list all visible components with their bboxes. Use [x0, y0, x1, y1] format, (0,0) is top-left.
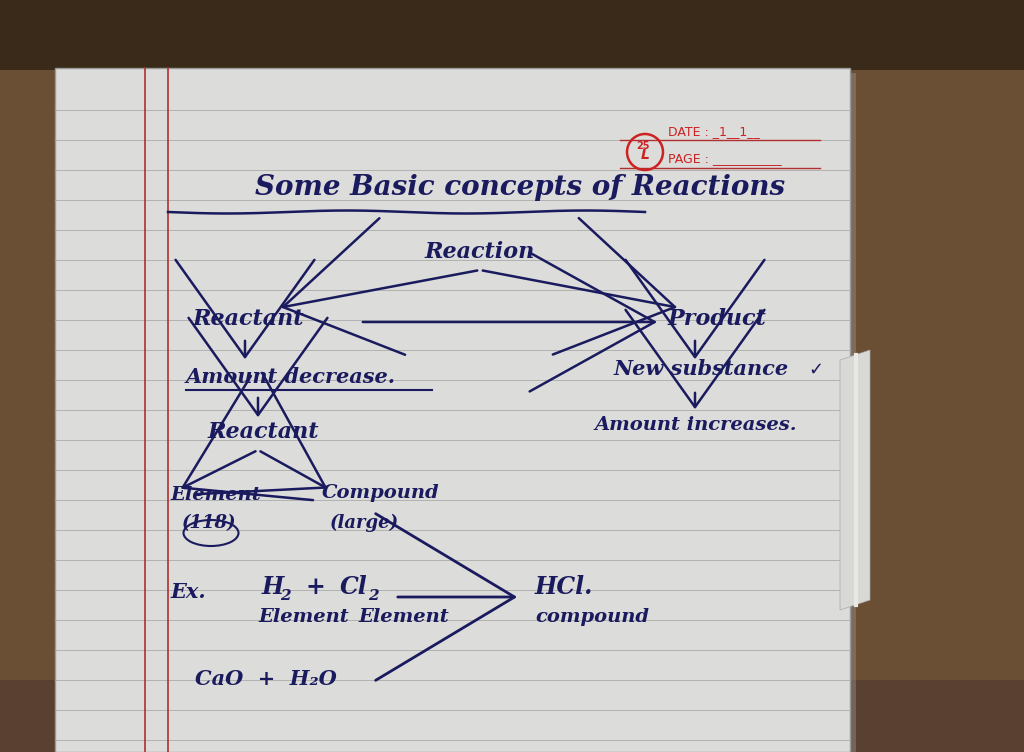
Text: +: +	[305, 575, 325, 599]
Text: Reaction: Reaction	[425, 241, 536, 263]
Bar	[840, 120, 1024, 752]
Text: Amount decrease.: Amount decrease.	[186, 367, 396, 387]
Bar	[850, 73, 856, 752]
Text: (118): (118)	[182, 514, 237, 532]
Text: ✓: ✓	[808, 361, 823, 379]
Text: Cl: Cl	[340, 575, 368, 599]
Bar	[55, 68, 850, 752]
Text: Element: Element	[170, 486, 261, 504]
Text: Amount increases.: Amount increases.	[595, 416, 798, 434]
Text: H: H	[262, 575, 285, 599]
Text: DATE : _1__1__: DATE : _1__1__	[668, 125, 760, 138]
Text: Element: Element	[258, 608, 349, 626]
Text: PAGE : ___________: PAGE : ___________	[668, 152, 781, 165]
Bar	[0, 680, 1024, 752]
Polygon shape	[840, 350, 870, 610]
Text: Product: Product	[668, 308, 767, 330]
Text: L: L	[641, 148, 649, 162]
Text: HCl.: HCl.	[535, 575, 593, 599]
Text: Compound: Compound	[322, 484, 439, 502]
Text: 25: 25	[636, 141, 650, 151]
Text: (large): (large)	[330, 514, 399, 532]
Bar	[0, 0, 1024, 70]
Text: Ex.: Ex.	[170, 582, 206, 602]
Text: 2: 2	[368, 589, 379, 603]
Text: CaO  +  H₂O: CaO + H₂O	[195, 669, 337, 689]
Text: Some Basic concepts of Reactions: Some Basic concepts of Reactions	[255, 174, 785, 201]
Text: 2: 2	[280, 589, 291, 603]
Text: compound: compound	[535, 608, 649, 626]
Text: Reactant: Reactant	[193, 308, 304, 330]
Text: New substance: New substance	[614, 359, 790, 379]
Text: Reactant: Reactant	[208, 421, 319, 443]
Text: Element: Element	[358, 608, 449, 626]
